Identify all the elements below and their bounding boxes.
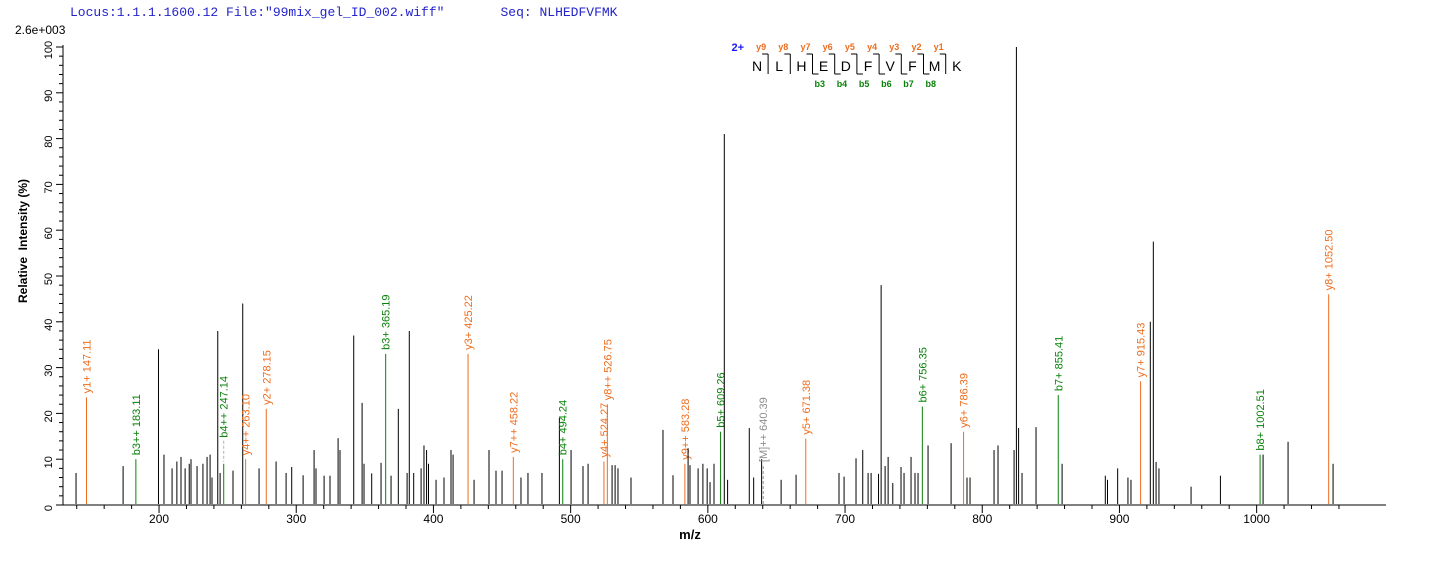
base-peak-intensity-label: 2.6e+003 bbox=[15, 23, 66, 37]
sequence-label: Seq: NLHEDFVFMK bbox=[500, 5, 618, 20]
svg-text:y2+ 278.15: y2+ 278.15 bbox=[261, 350, 273, 405]
svg-text:y8++ 526.75: y8++ 526.75 bbox=[602, 339, 614, 400]
svg-text:b5: b5 bbox=[859, 79, 870, 89]
svg-text:F: F bbox=[864, 58, 873, 74]
svg-text:y2: y2 bbox=[911, 42, 921, 52]
svg-text:600: 600 bbox=[698, 512, 718, 526]
svg-text:90: 90 bbox=[43, 90, 55, 102]
svg-text:y4++ 263.10: y4++ 263.10 bbox=[241, 394, 253, 455]
locus-file-label: Locus:1.1.1.1600.12 File:"99mix_gel_ID_0… bbox=[70, 5, 445, 20]
svg-text:y5: y5 bbox=[845, 42, 855, 52]
svg-text:N: N bbox=[752, 58, 762, 74]
svg-text:900: 900 bbox=[1109, 512, 1129, 526]
svg-text:D: D bbox=[841, 58, 851, 74]
svg-text:y7++ 458.22: y7++ 458.22 bbox=[508, 392, 520, 453]
svg-text:y3+ 425.22: y3+ 425.22 bbox=[463, 295, 475, 350]
svg-text:1000: 1000 bbox=[1243, 512, 1270, 526]
svg-text:y8+ 1052.50: y8+ 1052.50 bbox=[1324, 229, 1336, 290]
svg-text:y5+ 671.38: y5+ 671.38 bbox=[801, 380, 813, 435]
svg-text:b4: b4 bbox=[837, 79, 848, 89]
svg-text:20: 20 bbox=[43, 410, 55, 422]
svg-text:70: 70 bbox=[43, 181, 55, 193]
svg-text:b6: b6 bbox=[881, 79, 892, 89]
svg-text:0: 0 bbox=[43, 505, 55, 511]
svg-text:E: E bbox=[819, 58, 828, 74]
svg-text:700: 700 bbox=[835, 512, 855, 526]
svg-text:y6: y6 bbox=[823, 42, 833, 52]
svg-text:b7: b7 bbox=[903, 79, 914, 89]
svg-text:300: 300 bbox=[286, 512, 306, 526]
svg-text:y1: y1 bbox=[934, 42, 944, 52]
svg-text:y1+ 147.11: y1+ 147.11 bbox=[81, 339, 93, 393]
svg-text:H: H bbox=[796, 58, 806, 74]
svg-text:y6+ 786.39: y6+ 786.39 bbox=[959, 373, 971, 428]
svg-text:10: 10 bbox=[43, 456, 55, 468]
spectrum-header: Locus:1.1.1.1600.12 File:"99mix_gel_ID_0… bbox=[70, 5, 618, 20]
svg-text:500: 500 bbox=[561, 512, 581, 526]
svg-text:b6+ 756.35: b6+ 756.35 bbox=[917, 347, 929, 402]
svg-text:V: V bbox=[886, 58, 896, 74]
svg-text:b5+ 609.26: b5+ 609.26 bbox=[716, 372, 728, 427]
svg-text:30: 30 bbox=[43, 364, 55, 376]
svg-text:50: 50 bbox=[43, 273, 55, 285]
svg-text:b7+ 855.41: b7+ 855.41 bbox=[1053, 336, 1065, 391]
x-axis-title: m/z bbox=[679, 527, 701, 542]
svg-text:b4++ 247.14: b4++ 247.14 bbox=[219, 376, 231, 438]
svg-text:y9: y9 bbox=[756, 42, 766, 52]
svg-text:100: 100 bbox=[43, 41, 55, 59]
svg-text:b8+ 1002.51: b8+ 1002.51 bbox=[1255, 389, 1267, 450]
svg-text:40: 40 bbox=[43, 319, 55, 331]
svg-text:[M]++ 640.39: [M]++ 640.39 bbox=[758, 397, 770, 462]
svg-text:b3++ 183.11: b3++ 183.11 bbox=[131, 394, 143, 455]
svg-text:800: 800 bbox=[972, 512, 992, 526]
svg-text:y9++ 583.28: y9++ 583.28 bbox=[680, 399, 692, 460]
svg-text:2+: 2+ bbox=[731, 42, 744, 54]
svg-text:y8: y8 bbox=[778, 42, 788, 52]
svg-text:60: 60 bbox=[43, 227, 55, 239]
svg-text:L: L bbox=[775, 58, 783, 74]
svg-text:80: 80 bbox=[43, 135, 55, 147]
svg-text:F: F bbox=[908, 58, 917, 74]
svg-text:y7+ 915.43: y7+ 915.43 bbox=[1136, 323, 1148, 378]
svg-text:b8: b8 bbox=[926, 79, 937, 89]
svg-text:y7: y7 bbox=[800, 42, 810, 52]
svg-text:b3: b3 bbox=[815, 79, 826, 89]
svg-text:y4: y4 bbox=[867, 42, 877, 52]
svg-text:b4+ 494.24: b4+ 494.24 bbox=[558, 400, 570, 455]
svg-text:400: 400 bbox=[423, 512, 443, 526]
svg-text:M: M bbox=[929, 58, 941, 74]
svg-text:b3+ 365.19: b3+ 365.19 bbox=[381, 294, 393, 349]
svg-text:y3: y3 bbox=[889, 42, 899, 52]
svg-text:200: 200 bbox=[149, 512, 169, 526]
svg-text:y4+ 524.27: y4+ 524.27 bbox=[599, 403, 611, 458]
svg-text:K: K bbox=[952, 58, 962, 74]
